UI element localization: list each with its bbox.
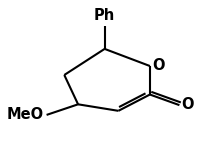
Text: O: O bbox=[180, 97, 193, 112]
Text: MeO: MeO bbox=[7, 107, 44, 122]
Text: O: O bbox=[151, 58, 164, 73]
Text: Ph: Ph bbox=[94, 8, 115, 23]
